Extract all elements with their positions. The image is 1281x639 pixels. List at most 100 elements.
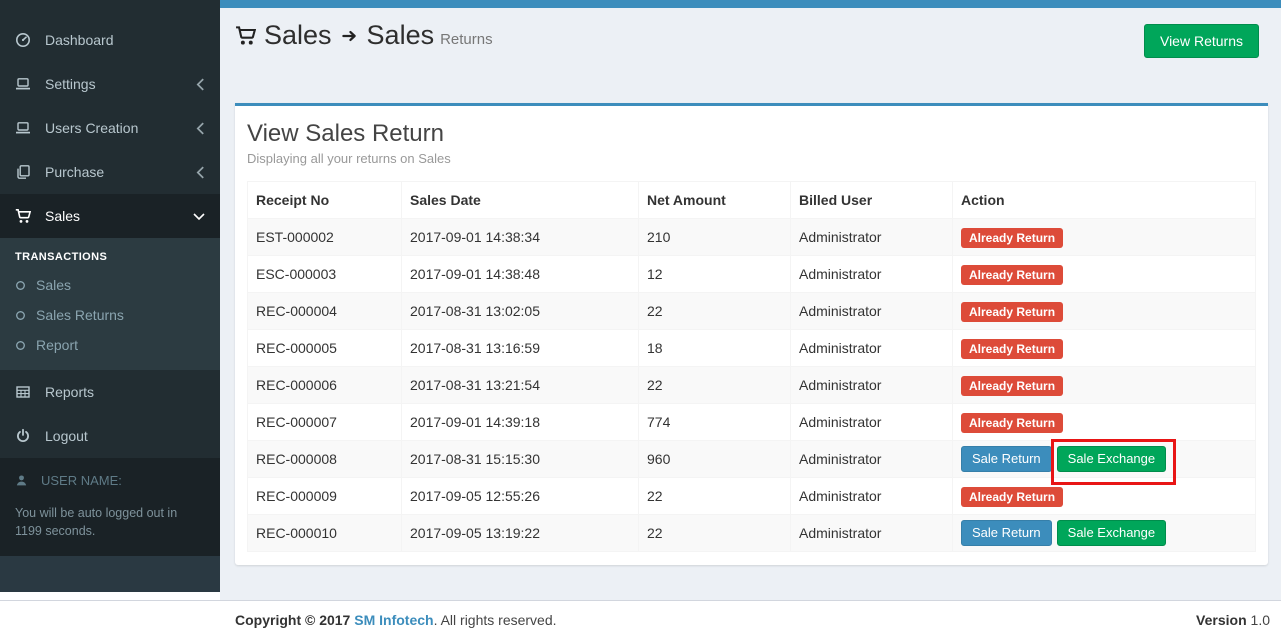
copyright-prefix: Copyright © 2017 [235, 612, 351, 628]
sidebar-item-label: Users Creation [45, 120, 139, 136]
copy-icon [15, 164, 35, 180]
action-cell: Already Return [952, 366, 1256, 404]
sale-exchange-button[interactable]: Sale Exchange [1056, 446, 1167, 472]
receipt-no-cell: REC-000007 [247, 403, 402, 441]
sales-date-cell: 2017-09-05 12:55:26 [401, 477, 639, 515]
version-text: Version 1.0 [1196, 612, 1270, 628]
laptop-icon [15, 120, 35, 136]
sales-date-cell: 2017-08-31 13:21:54 [401, 366, 639, 404]
net-amount-cell: 22 [638, 366, 791, 404]
receipt-no-cell: REC-000010 [247, 514, 402, 552]
sale-return-button[interactable]: Sale Return [961, 446, 1052, 472]
table-row: REC-000009 2017-09-05 12:55:26 22 Administr… [247, 477, 1256, 515]
table-row: EST-000002 2017-09-01 14:38:34 210 Administ… [247, 218, 1256, 256]
sidebar-item-sales[interactable]: Sales [0, 194, 220, 238]
column-header: Action [952, 181, 1256, 219]
billed-user-cell: Administrator [790, 440, 953, 478]
table-row: ESC-000003 2017-09-01 14:38:48 12 Administr… [247, 255, 1256, 293]
chevron-left-icon [196, 77, 205, 91]
action-cell: Sale Return Sale Exchange [952, 439, 1256, 485]
table-row: REC-000006 2017-08-31 13:21:54 22 Administr… [247, 366, 1256, 404]
column-header: Billed User [790, 181, 953, 219]
column-header: Sales Date [401, 181, 639, 219]
already-return-label: Already Return [961, 338, 1064, 359]
net-amount-cell: 960 [638, 440, 791, 478]
circle-outline-icon [15, 280, 26, 291]
table-row: REC-000007 2017-09-01 14:39:18 774 Administ… [247, 403, 1256, 441]
sales-date-cell: 2017-09-05 13:19:22 [401, 514, 639, 552]
receipt-no-cell: REC-000004 [247, 292, 402, 330]
billed-user-cell: Administrator [790, 329, 953, 367]
copyright-text: Copyright © 2017 SM Infotech. All rights… [235, 612, 557, 628]
breadcrumb-page: Sales [366, 20, 435, 50]
sidebar-item-logout[interactable]: Logout [0, 414, 220, 458]
table-icon [15, 384, 35, 400]
content-header: Sales Sales Returns View Returns [220, 8, 1281, 58]
sidebar-item-label: Settings [45, 76, 96, 92]
net-amount-cell: 22 [638, 514, 791, 552]
action-cell: Already Return [952, 255, 1256, 293]
already-return-label: Already Return [961, 264, 1064, 285]
sidebar-item-users-creation[interactable]: Users Creation [0, 106, 220, 150]
sales-date-cell: 2017-08-31 13:16:59 [401, 329, 639, 367]
table-row: REC-000008 2017-08-31 15:15:30 960 Administ… [247, 439, 1256, 485]
cart-icon [235, 25, 256, 46]
sales-date-cell: 2017-08-31 13:02:05 [401, 292, 639, 330]
submenu-item-sales-returns[interactable]: Sales Returns [0, 300, 220, 330]
circle-outline-icon [15, 340, 26, 351]
breadcrumb-section: Sales [264, 20, 332, 50]
column-header: Net Amount [638, 181, 791, 219]
billed-user-cell: Administrator [790, 218, 953, 256]
submenu-item-label: Sales Returns [36, 307, 124, 323]
sidebar-item-dashboard[interactable]: Dashboard [0, 18, 220, 62]
transactions-header: TRANSACTIONS [15, 251, 108, 263]
billed-user-cell: Administrator [790, 477, 953, 515]
panel-title: View Sales Return [247, 120, 444, 147]
sidebar-item-settings[interactable]: Settings [0, 62, 220, 106]
action-cell: Already Return [952, 329, 1256, 367]
submenu-item-label: Report [36, 337, 79, 353]
shopping-cart-icon [15, 208, 35, 224]
billed-user-cell: Administrator [790, 403, 953, 441]
main-content: Sales Sales Returns View Returns View Sa… [220, 0, 1281, 600]
billed-user-cell: Administrator [790, 292, 953, 330]
sale-exchange-button[interactable]: Sale Exchange [1056, 520, 1167, 546]
sidebar-item-label: Sales [45, 208, 81, 224]
sale-return-button[interactable]: Sale Return [961, 520, 1052, 546]
action-cell: Already Return [952, 218, 1256, 256]
submenu-item-sales[interactable]: Sales [0, 270, 220, 300]
view-returns-button[interactable]: View Returns [1143, 24, 1259, 58]
page-title: Sales Sales Returns [235, 20, 493, 51]
dashboard-icon [15, 32, 35, 48]
power-icon [15, 428, 35, 444]
already-return-label: Already Return [961, 301, 1064, 322]
sidebar-panel: Dashboard Settings Users Creation [0, 0, 220, 592]
version-label: Version [1196, 612, 1247, 628]
chevron-down-icon [193, 212, 205, 221]
sales-submenu: TRANSACTIONS Sales Sales Returns [0, 238, 220, 370]
company-link[interactable]: SM Infotech [354, 612, 434, 628]
footer: Copyright © 2017 SM Infotech. All rights… [0, 600, 1281, 639]
submenu-item-report[interactable]: Report [0, 330, 220, 360]
sales-date-cell: 2017-09-01 14:38:48 [401, 255, 639, 293]
sales-date-cell: 2017-08-31 15:15:30 [401, 440, 639, 478]
billed-user-cell: Administrator [790, 366, 953, 404]
billed-user-cell: Administrator [790, 255, 953, 293]
action-cell: Sale Return Sale Exchange [952, 514, 1256, 552]
net-amount-cell: 22 [638, 292, 791, 330]
action-cell: Already Return [952, 292, 1256, 330]
table-row: REC-000005 2017-08-31 13:16:59 18 Administr… [247, 329, 1256, 367]
sidebar-item-label: Logout [45, 428, 88, 444]
table-row: REC-000010 2017-09-05 13:19:22 22 Administr… [247, 514, 1256, 552]
receipt-no-cell: EST-000002 [247, 218, 402, 256]
sales-return-panel: View Sales Return Displaying all your re… [235, 103, 1268, 565]
sidebar-item-reports[interactable]: Reports [0, 370, 220, 414]
sidebar-item-purchase[interactable]: Purchase [0, 150, 220, 194]
sales-returns-table: Receipt No Sales Date Net Amount Billed Use… [247, 181, 1256, 552]
table-header: Receipt No Sales Date Net Amount Billed Use… [247, 181, 1256, 219]
action-cell: Already Return [952, 403, 1256, 441]
sidebar-nav: Dashboard Settings Users Creation [0, 0, 220, 458]
chevron-left-icon [196, 165, 205, 179]
receipt-no-cell: REC-000008 [247, 440, 402, 478]
billed-user-cell: Administrator [790, 514, 953, 552]
